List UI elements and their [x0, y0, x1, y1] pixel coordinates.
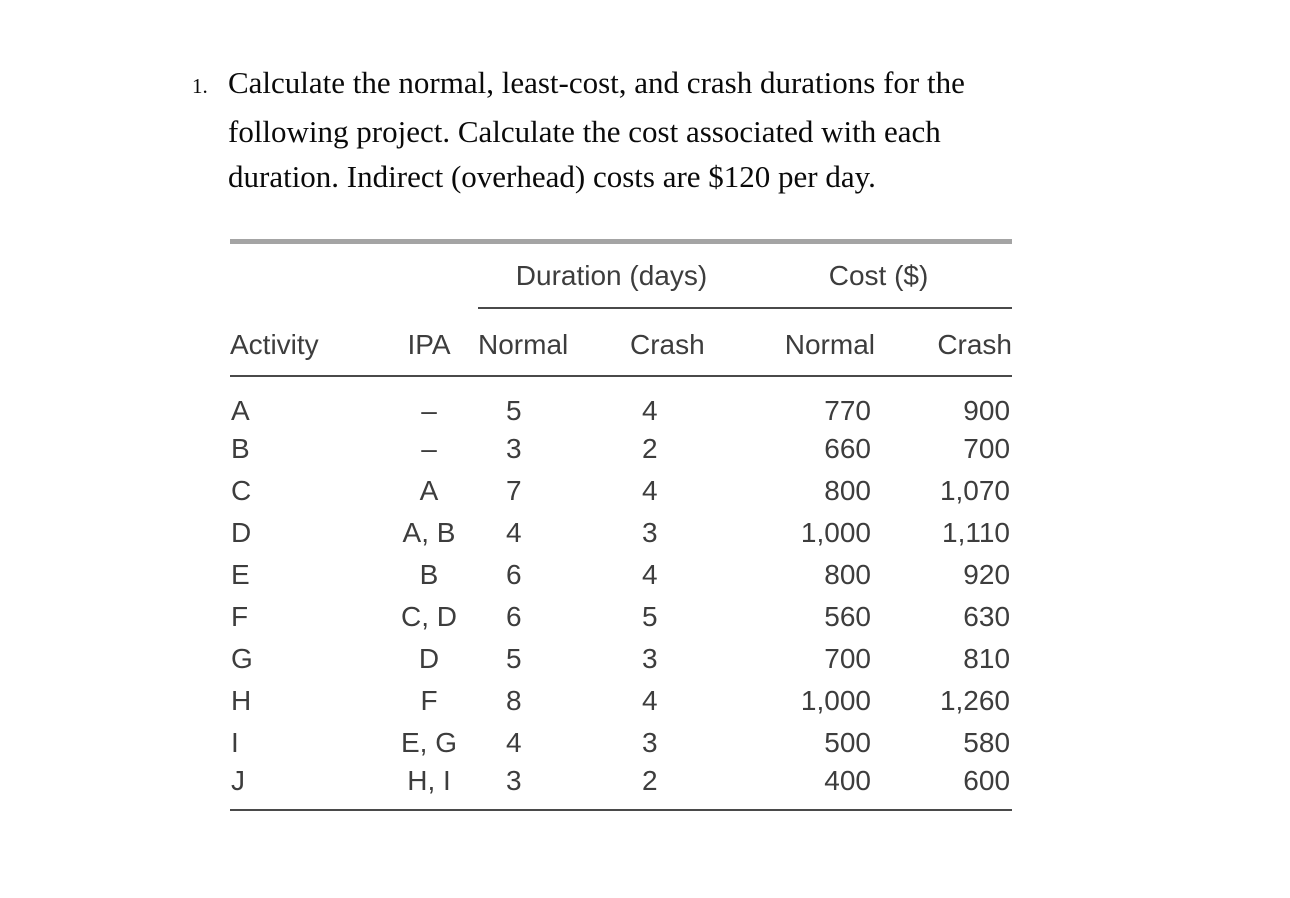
cell-ipa: C, D: [401, 601, 457, 632]
cell-duration-crash: 4: [642, 559, 658, 590]
cell-ipa: B: [419, 559, 439, 590]
cell-cost-crash: 900: [963, 395, 1011, 426]
cell-duration-crash: 4: [642, 685, 658, 716]
cell-activity: A: [231, 395, 250, 426]
cell-duration-crash: 2: [642, 433, 658, 464]
cell-cost-normal: 660: [824, 433, 871, 464]
table-top-rule: [230, 239, 1012, 244]
table-row-activity-E: E B 6 4 800 920: [230, 554, 1012, 596]
cell-duration-normal: 4: [506, 727, 522, 758]
cell-cost-normal: 1,000: [800, 517, 871, 548]
cell-cost-crash: 1,110: [942, 517, 1011, 548]
cell-duration-crash: 4: [642, 475, 658, 506]
table-row-activity-G: G D 5 3 700 810: [230, 638, 1012, 680]
table-row-activity-B: B – 3 2 660 700: [230, 428, 1012, 470]
cell-ipa: –: [421, 395, 437, 426]
cell-duration-crash: 4: [642, 395, 658, 426]
col-header-activity: Activity: [230, 308, 380, 377]
cell-duration-crash: 2: [642, 765, 658, 796]
cell-duration-crash: 3: [642, 517, 658, 548]
cell-ipa: F: [420, 685, 438, 716]
cell-activity: D: [231, 517, 252, 548]
group-header-duration: Duration (days): [478, 244, 745, 309]
cell-duration-normal: 3: [506, 765, 522, 796]
cell-cost-crash: 920: [963, 559, 1011, 590]
column-header-row: Activity IPA Normal Crash Normal Crash: [230, 308, 1013, 377]
cell-cost-crash: 600: [963, 765, 1011, 796]
cell-activity: E: [231, 559, 250, 590]
cell-cost-normal: 400: [824, 765, 871, 796]
activity-cost-table: Duration (days) Cost ($) Activity IPA No…: [230, 244, 1013, 811]
table-row-activity-C: C A 7 4 800 1,070: [230, 470, 1012, 512]
cell-activity: H: [231, 685, 252, 716]
cell-cost-normal: 560: [824, 601, 871, 632]
problem-text-line-1: 1. Calculate the normal, least-cost, and …: [192, 60, 965, 109]
cell-cost-normal: 1,000: [800, 685, 871, 716]
table-row-activity-J: J H, I 3 2 400 600: [230, 764, 1012, 810]
col-header-cost-normal: Normal: [745, 308, 875, 377]
cell-duration-normal: 3: [506, 433, 522, 464]
cell-duration-normal: 8: [506, 685, 522, 716]
cell-cost-crash: 1,260: [939, 685, 1011, 716]
cell-ipa: D: [418, 643, 440, 674]
cell-cost-crash: 580: [963, 727, 1011, 758]
problem-text-line-2: following project. Calculate the cost as…: [228, 114, 941, 149]
col-header-duration-normal: Normal: [478, 308, 630, 377]
cell-activity: J: [231, 765, 245, 796]
table-row-activity-F: F C, D 6 5 560 630: [230, 596, 1012, 638]
cell-cost-normal: 800: [824, 475, 871, 506]
table-row-activity-A: A – 5 4 770 900: [230, 376, 1012, 428]
table-row-activity-I: I E, G 4 3 500 580: [230, 722, 1012, 764]
table-row-activity-D: D A, B 4 3 1,000 1,110: [230, 512, 1012, 554]
cell-cost-crash: 630: [963, 601, 1011, 632]
cell-duration-normal: 6: [506, 601, 522, 632]
cell-cost-crash: 700: [963, 433, 1011, 464]
cell-duration-crash: 3: [642, 643, 658, 674]
cell-cost-crash: 1,070: [939, 475, 1011, 506]
cell-duration-crash: 5: [642, 601, 658, 632]
cell-activity: I: [231, 727, 239, 758]
cell-activity: F: [231, 601, 249, 632]
cell-ipa: E, G: [400, 727, 457, 758]
cell-cost-crash: 810: [963, 643, 1011, 674]
col-header-duration-crash: Crash: [630, 308, 745, 377]
cell-duration-crash: 3: [642, 727, 658, 758]
col-header-ipa: IPA: [380, 308, 478, 377]
cell-ipa: –: [421, 433, 437, 464]
group-header-spacer: [230, 244, 478, 308]
cell-duration-normal: 5: [506, 395, 522, 426]
cell-duration-normal: 4: [506, 517, 522, 548]
cell-ipa: A: [419, 475, 439, 506]
problem-text-line-3: duration. Indirect (overhead) costs are …: [228, 159, 876, 194]
table-body: A – 5 4 770 900 B – 3 2 660 700 C A 7 4 800 1,070 D A, B 4 3 1…: [230, 376, 1012, 810]
cell-duration-normal: 5: [506, 643, 522, 674]
cell-duration-normal: 7: [506, 475, 522, 506]
cell-activity: G: [231, 643, 253, 674]
group-header-row: Duration (days) Cost ($): [230, 244, 1013, 309]
cell-cost-normal: 800: [824, 559, 871, 590]
cell-cost-normal: 700: [824, 643, 871, 674]
problem-number: 1.: [192, 74, 208, 98]
cell-activity: B: [231, 433, 250, 464]
problem-statement: 1. Calculate the normal, least-cost, and …: [192, 60, 965, 199]
cell-ipa: A, B: [402, 517, 456, 548]
problem-text: Calculate the normal, least-cost, and cr…: [228, 65, 965, 100]
cell-cost-normal: 500: [824, 727, 871, 758]
group-header-cost: Cost ($): [745, 244, 1013, 309]
cell-cost-normal: 770: [824, 395, 871, 426]
cell-activity: C: [231, 475, 252, 506]
cell-duration-normal: 6: [506, 559, 522, 590]
col-header-cost-crash: Crash: [875, 308, 1013, 377]
cell-ipa: H, I: [407, 765, 451, 796]
table-row-activity-H: H F 8 4 1,000 1,260: [230, 680, 1012, 722]
